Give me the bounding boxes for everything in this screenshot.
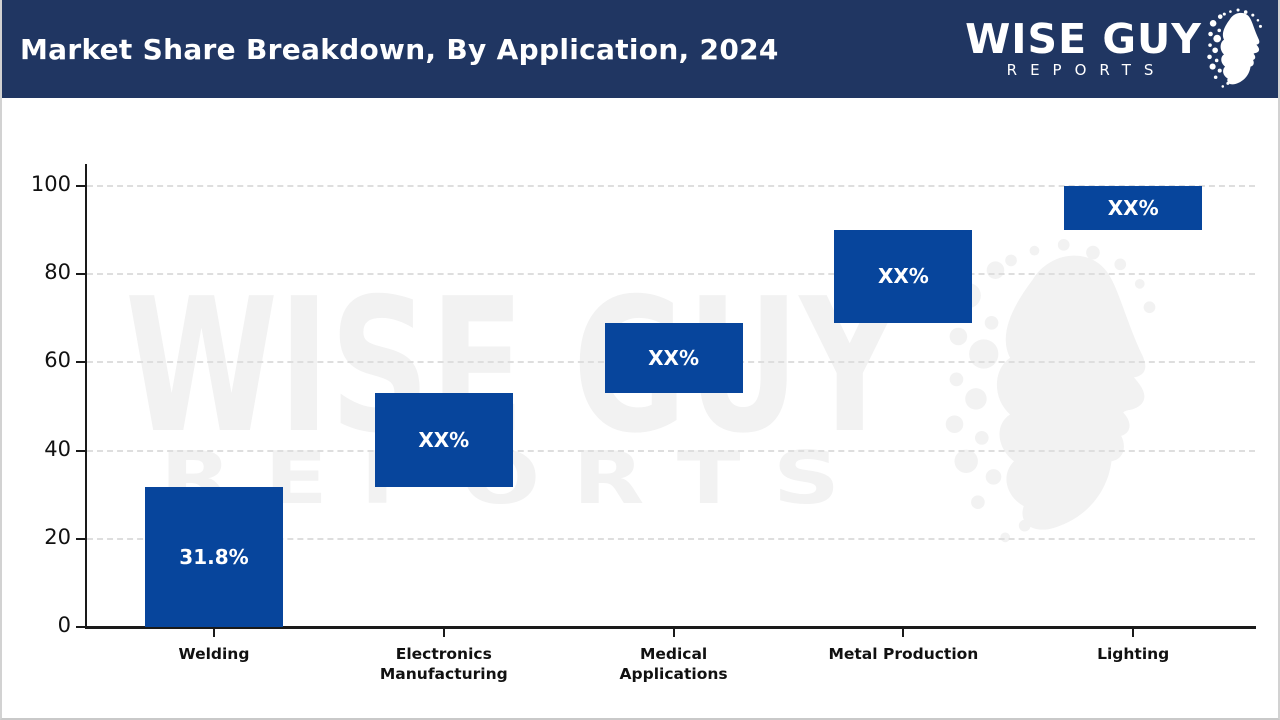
grid-line bbox=[87, 537, 1255, 540]
y-tick-label: 0 bbox=[57, 613, 71, 637]
y-axis-tick bbox=[76, 273, 85, 276]
y-tick-label: 100 bbox=[30, 172, 71, 196]
bar-value-label: XX% bbox=[877, 264, 929, 289]
x-axis-spine bbox=[85, 626, 1256, 629]
brand-subname: REPORTS bbox=[1006, 61, 1167, 79]
y-tick-label: 40 bbox=[44, 436, 71, 461]
x-category-label-line: Lighting bbox=[1097, 645, 1170, 663]
grid-line bbox=[87, 449, 1255, 452]
y-axis-tick bbox=[76, 626, 85, 628]
brand-logo: WISE GUY REPORTS bbox=[965, 7, 1266, 91]
y-axis-tick bbox=[76, 185, 85, 187]
grid-line bbox=[87, 185, 1255, 187]
x-axis-tick bbox=[902, 629, 905, 637]
brand-face-icon bbox=[1207, 8, 1262, 88]
x-category-label: Welding bbox=[124, 644, 304, 664]
x-axis-tick bbox=[442, 629, 445, 637]
y-tick-label: 80 bbox=[44, 260, 71, 285]
bar-value-label: XX% bbox=[418, 427, 470, 452]
y-axis-tick bbox=[76, 361, 85, 364]
bar-value-label: XX% bbox=[648, 345, 700, 370]
bar-electronics-manufacturing: XX% bbox=[374, 392, 513, 487]
y-axis-tick bbox=[76, 449, 85, 452]
x-category-label: Electronics Manufacturing bbox=[354, 644, 534, 684]
bar-metal-production: XX% bbox=[834, 230, 973, 323]
bar-value-label: XX% bbox=[1107, 196, 1159, 221]
chart-region: WISE GUY R E P O R T S 02040608010031.8%… bbox=[2, 98, 1278, 716]
brand-name: WISE GUY bbox=[965, 15, 1202, 63]
y-tick-label: 60 bbox=[44, 348, 71, 373]
brand-logo-text: WISE GUY REPORTS bbox=[965, 15, 1202, 80]
y-axis-tick bbox=[76, 537, 85, 540]
bar-welding: 31.8% bbox=[145, 486, 283, 627]
y-tick-label: 20 bbox=[44, 524, 71, 549]
bar-lighting: XX% bbox=[1064, 186, 1203, 231]
grid-line bbox=[87, 273, 1255, 276]
x-axis-tick bbox=[213, 629, 215, 637]
x-category-label: Lighting bbox=[1043, 644, 1223, 664]
plot-area: 0 20 40 60 80 100 31.8% Welding XX% Electronics Ma… bbox=[31, 164, 1256, 683]
x-category-label-line: Manufacturing bbox=[379, 665, 508, 683]
x-category-label: Medical Applications bbox=[584, 644, 764, 684]
y-axis-spine bbox=[85, 164, 87, 629]
x-axis-tick bbox=[1132, 629, 1135, 637]
header-bar: Market Share Breakdown, By Application, … bbox=[2, 0, 1278, 98]
chart-title: Market Share Breakdown, By Application, … bbox=[20, 32, 779, 66]
bar-medical-applications: XX% bbox=[604, 323, 743, 393]
x-axis-tick bbox=[672, 629, 675, 637]
x-category-label-line: Applications bbox=[619, 665, 728, 683]
x-category-label-line: Electronics bbox=[395, 645, 492, 663]
x-category-label-line: Welding bbox=[178, 645, 250, 663]
bar-value-label: 31.8% bbox=[179, 544, 249, 569]
x-category-label-line: Metal Production bbox=[828, 645, 979, 663]
x-category-label: Metal Production bbox=[813, 644, 993, 664]
x-category-label-line: Medical bbox=[639, 645, 708, 663]
